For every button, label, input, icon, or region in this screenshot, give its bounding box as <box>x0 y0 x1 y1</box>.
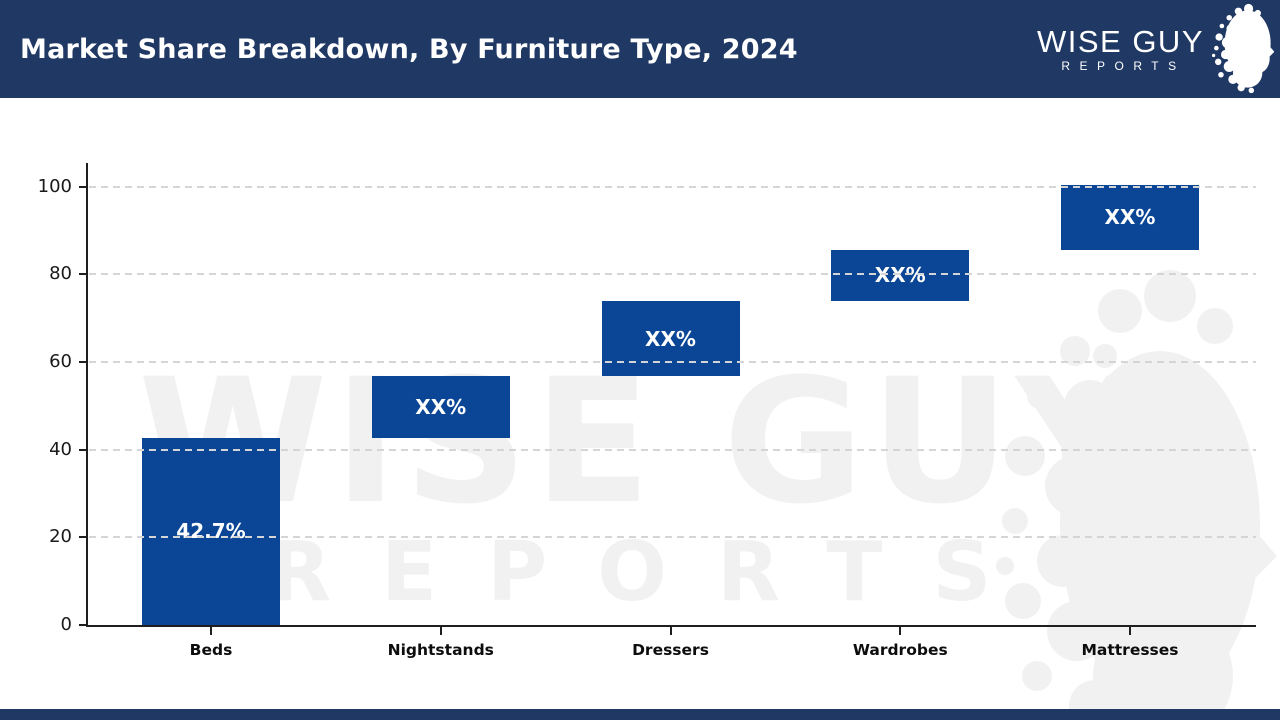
header-bar: Market Share Breakdown, By Furniture Typ… <box>0 0 1280 98</box>
y-tick-label: 40 <box>49 438 72 460</box>
brand-wordmark: WISE GUY REPORTS <box>1037 26 1204 72</box>
y-tick-label: 0 <box>60 614 72 635</box>
bar-value-label: 42.7% <box>176 519 246 544</box>
watermark-sub-text: REPORTS <box>268 525 1042 620</box>
bar-value-label: XX% <box>415 394 467 419</box>
gridline-100 <box>89 185 1256 188</box>
x-tick <box>210 627 212 635</box>
y-axis-line <box>86 163 88 627</box>
x-tick <box>1129 627 1131 635</box>
bar-value-label: XX% <box>874 263 926 288</box>
y-tick <box>79 361 87 363</box>
watermark-head-icon <box>996 270 1277 720</box>
x-tick <box>439 627 442 635</box>
gridline-40 <box>89 448 1256 451</box>
y-tick <box>79 185 87 188</box>
bar-nightstands: XX% <box>371 376 510 438</box>
brand-logo: WISE GUY REPORTS <box>1037 3 1274 95</box>
watermark-wordmark: WISE GUY <box>138 341 1147 542</box>
y-tick-label: 100 <box>37 175 72 197</box>
category-label-nightstands: Nightstands <box>387 641 494 659</box>
brand-sub-text: REPORTS <box>1061 59 1186 73</box>
watermark: WISE GUY REPORTS <box>0 196 1280 720</box>
gridline-80 <box>89 273 1256 276</box>
y-tick-label: 80 <box>49 263 72 285</box>
category-label-mattresses: Mattresses <box>1081 641 1179 659</box>
y-tick <box>79 273 87 276</box>
category-label-beds: Beds <box>189 641 233 659</box>
category-label-wardrobes: Wardrobes <box>852 641 948 659</box>
bar-wardrobes: XX% <box>831 249 970 302</box>
category-label-dressers: Dressers <box>632 641 709 659</box>
bar-beds: 42.7% <box>142 437 280 625</box>
y-tick-label: 20 <box>49 526 72 548</box>
y-tick <box>79 624 87 626</box>
page-title: Market Share Breakdown, By Furniture Typ… <box>20 33 798 65</box>
chart-area: WISE GUY REPORTS 42.7% XX% XX% XX% XX% 0 20 40 6… <box>0 98 1280 720</box>
bar-mattresses: XX% <box>1061 184 1199 250</box>
gridline-20 <box>89 536 1256 539</box>
y-tick <box>79 448 87 451</box>
y-tick-label: 60 <box>49 351 72 372</box>
x-axis-line <box>86 625 1256 627</box>
gridline-60 <box>89 361 1256 363</box>
x-tick <box>669 627 672 635</box>
brand-name-text: WISE GUY <box>1036 24 1204 59</box>
y-tick <box>79 536 87 539</box>
wiseguy-head-icon <box>1211 3 1274 94</box>
bar-value-label: XX% <box>645 326 696 351</box>
bar-dressers: XX% <box>601 301 740 377</box>
bar-value-label: XX% <box>1104 205 1156 230</box>
footer-bar <box>0 709 1280 720</box>
x-tick <box>899 627 902 635</box>
